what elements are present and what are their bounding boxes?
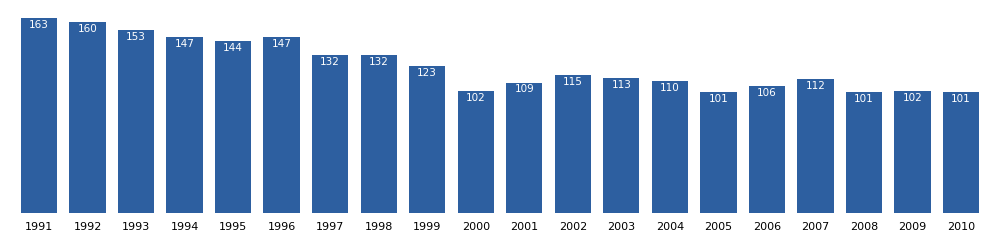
Text: 101: 101 (951, 94, 971, 104)
Text: 106: 106 (757, 88, 777, 98)
Bar (69, 22, 106, 212)
Bar (21, 18, 57, 212)
Bar (846, 92, 882, 212)
Text: 132: 132 (369, 57, 389, 67)
Bar (263, 37, 300, 212)
Text: 147: 147 (272, 39, 292, 49)
Text: 115: 115 (563, 77, 583, 87)
Text: 102: 102 (903, 93, 922, 103)
Bar (700, 92, 737, 212)
Text: 109: 109 (514, 84, 534, 94)
Text: 112: 112 (805, 81, 825, 91)
Bar (458, 91, 494, 212)
Text: 163: 163 (29, 20, 49, 30)
Bar (652, 82, 688, 212)
Bar (409, 66, 445, 212)
Text: 123: 123 (417, 68, 437, 78)
Bar (215, 41, 251, 212)
Text: 153: 153 (126, 32, 146, 42)
Bar (361, 55, 397, 212)
Text: 102: 102 (466, 93, 486, 103)
Text: 101: 101 (854, 94, 874, 104)
Bar (312, 55, 348, 212)
Text: 144: 144 (223, 43, 243, 53)
Text: 132: 132 (320, 57, 340, 67)
Bar (506, 82, 542, 212)
Bar (943, 92, 979, 212)
Text: 113: 113 (611, 80, 631, 90)
Text: 147: 147 (175, 39, 195, 49)
Text: 110: 110 (660, 83, 680, 93)
Bar (555, 76, 591, 212)
Bar (797, 79, 834, 212)
Text: 101: 101 (708, 94, 728, 104)
Bar (118, 30, 154, 212)
Bar (166, 37, 203, 212)
Bar (894, 91, 931, 212)
Text: 160: 160 (78, 24, 97, 34)
Bar (603, 78, 639, 212)
Bar (749, 86, 785, 212)
